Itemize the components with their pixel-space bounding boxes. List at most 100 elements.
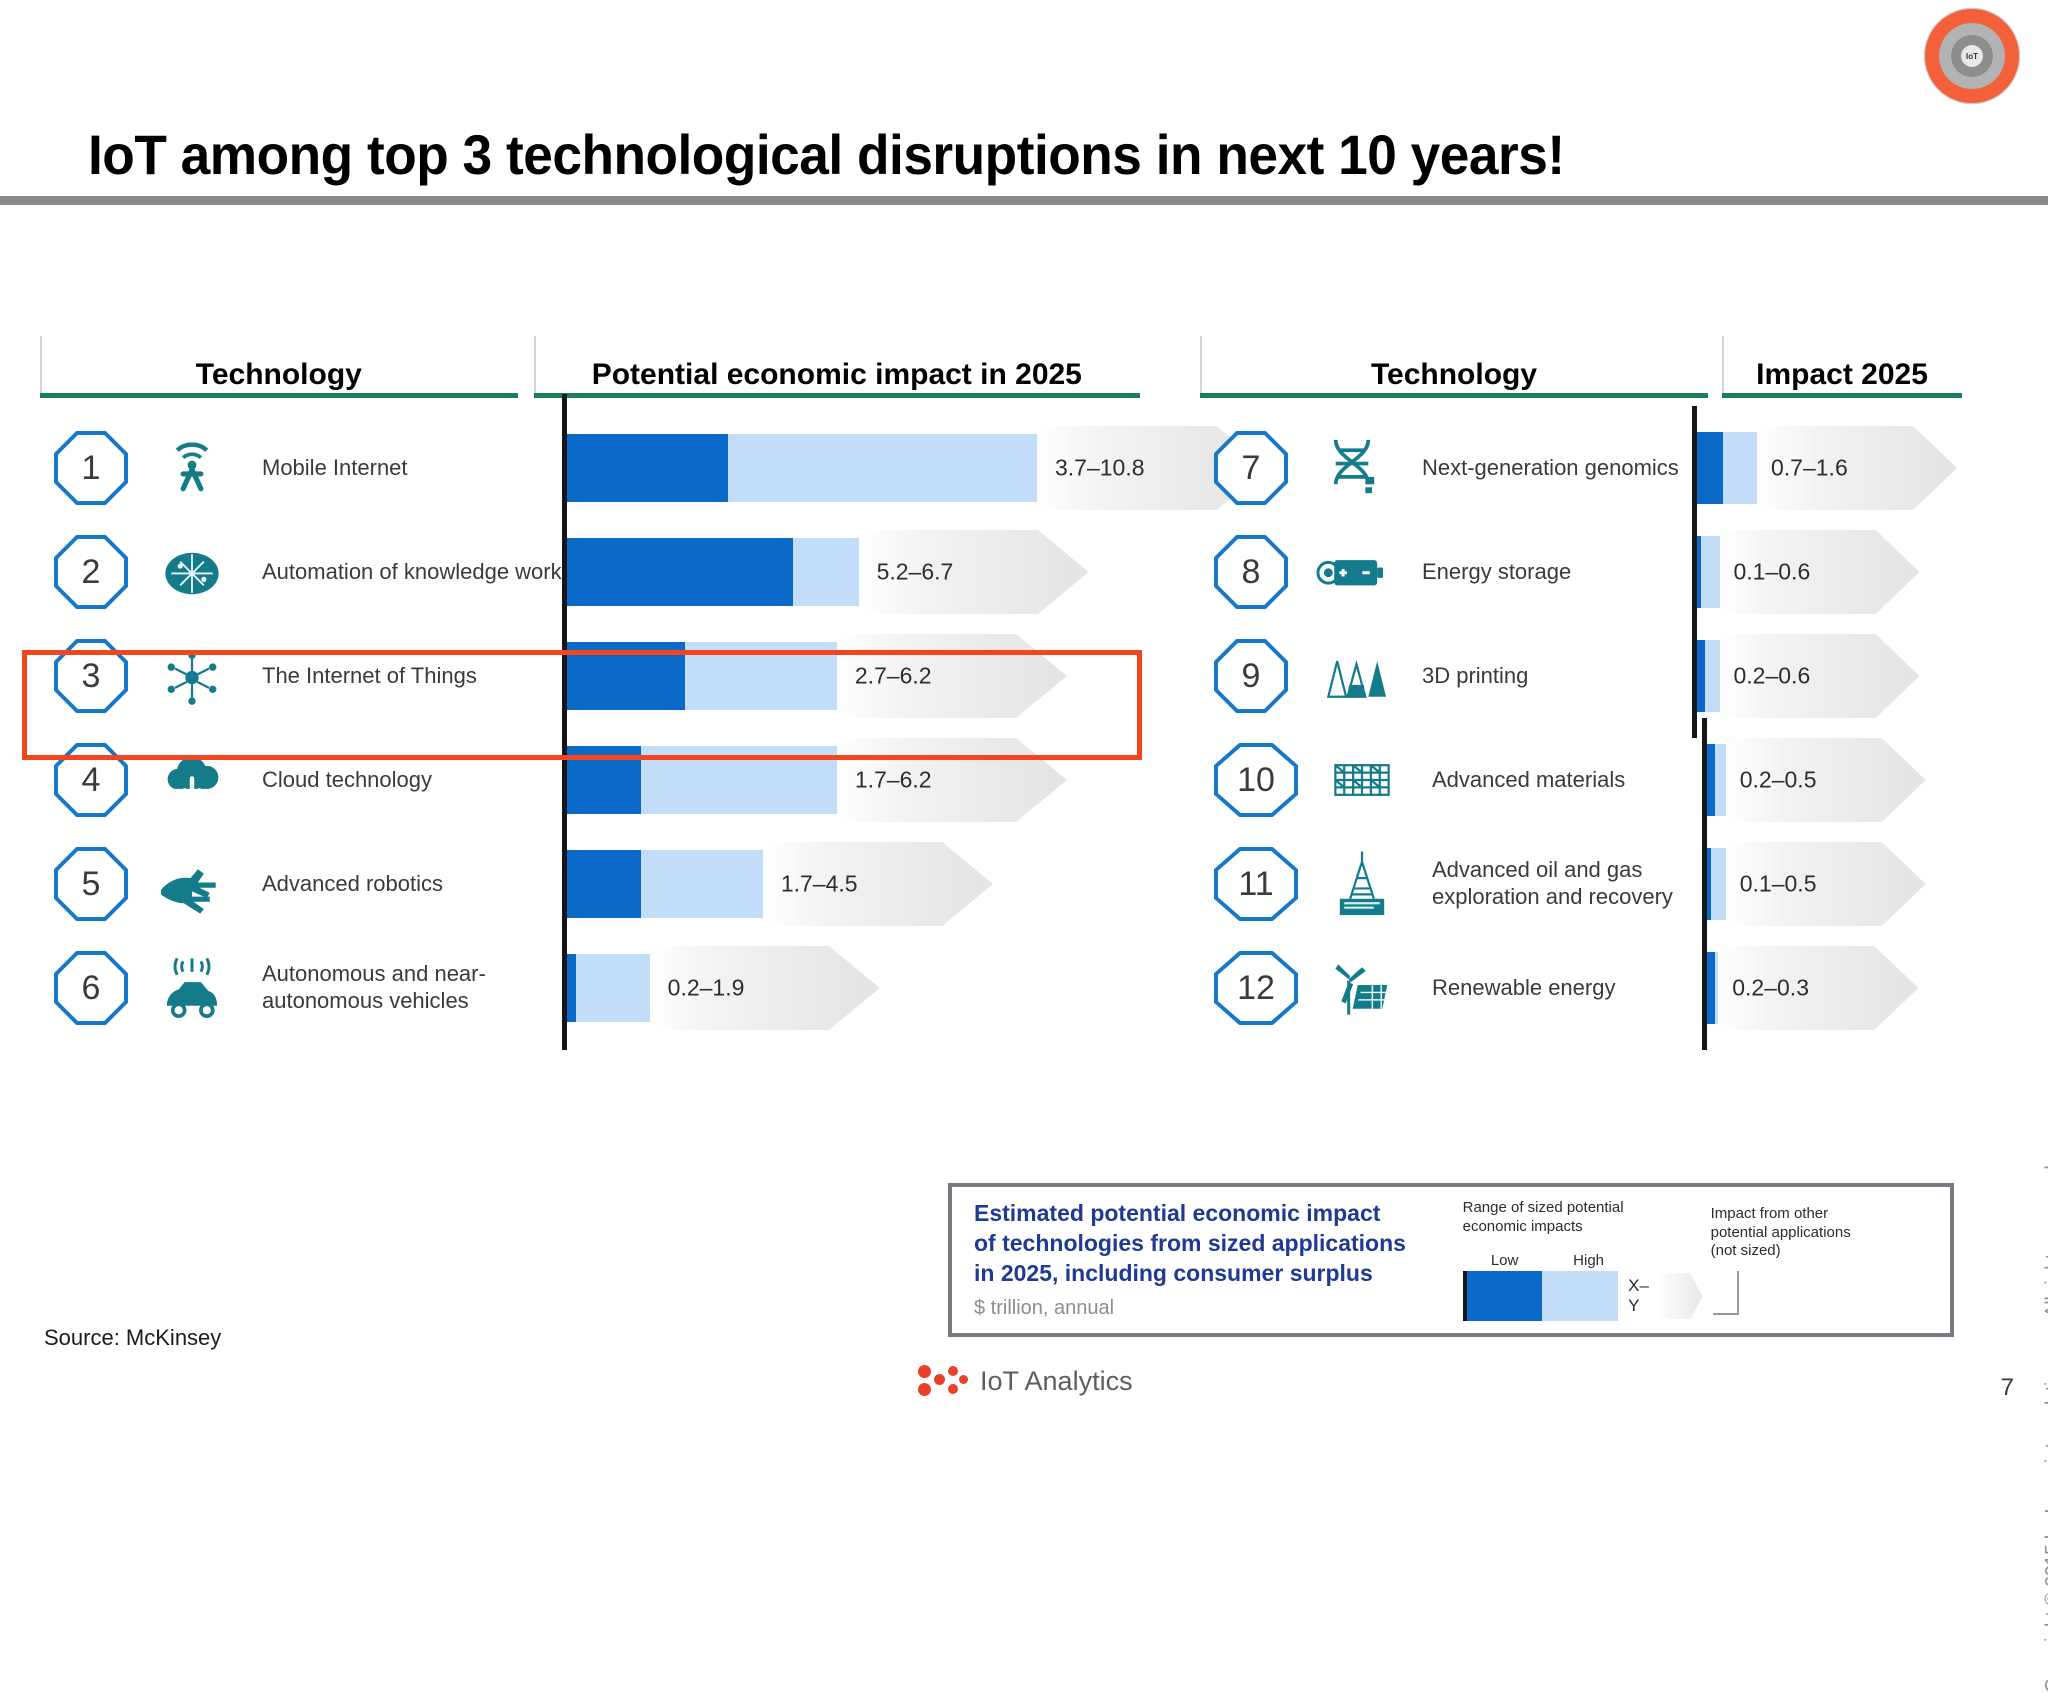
unsized-impact-arrow: [836, 634, 1067, 718]
left-panel-header: Technology Potential economic impact in …: [40, 336, 1141, 398]
unsized-impact-arrow: [858, 530, 1089, 614]
bar-segment-low: [1697, 640, 1705, 712]
legend-range-block: Range of sized potential economic impact…: [1462, 1198, 1703, 1322]
unsized-impact-arrow: [1725, 738, 1926, 822]
bar-segment-high: [1714, 952, 1719, 1024]
bar-area: 0.2–0.3: [1702, 926, 1942, 1050]
legend-lowhigh-labels: Low High: [1463, 1252, 1703, 1269]
table-row[interactable]: 5 Advanced robotics 1.7–4.5: [40, 822, 1140, 946]
chart-axis-line: [562, 614, 567, 738]
range-value-label: 5.2–6.7: [876, 558, 954, 585]
autonomous-vehicle-icon: [144, 948, 240, 1028]
legend-subtitle: $ trillion, annual: [974, 1296, 1115, 1319]
legend-title-line2: of technologies from sized applications: [974, 1230, 1406, 1257]
advanced-materials-icon: [1314, 740, 1410, 820]
rank-badge: 7: [1214, 431, 1288, 505]
table-row[interactable]: 1 Mobile Internet 3.7–10.8: [40, 394, 1267, 542]
logo-core: IoT: [1961, 45, 1983, 67]
header-impact-left: Potential economic impact in 2025: [533, 336, 1141, 398]
technology-label: Cloud technology: [262, 766, 433, 792]
bar-segment-high: [1700, 536, 1720, 608]
legend-arrow-icon: [1661, 1273, 1703, 1320]
bar-area: 1.7–4.5: [562, 822, 1140, 946]
range-bar: [567, 746, 837, 814]
page-number: 7: [2000, 1374, 2014, 1401]
table-row[interactable]: 9 3D printing 0.2–0.6: [1200, 614, 2000, 738]
table-row[interactable]: 8 Energy storage 0.1–0.6: [1200, 510, 2000, 634]
bar-area: 1.7–6.2: [562, 718, 1140, 842]
range-bar: [567, 954, 650, 1022]
bar-segment-high: [575, 954, 650, 1022]
range-value-label: 1.7–6.2: [854, 766, 932, 793]
bar-segment-high: [1714, 744, 1726, 816]
bar-segment-high: [640, 850, 763, 918]
table-row[interactable]: 11 Advanced oil and gas exploration and r…: [1200, 822, 2000, 946]
technology-label: 3D printing: [1422, 662, 1529, 688]
renewable-energy-icon: [1314, 948, 1410, 1028]
right-rows: 7 Next-generation genomics 0.7–1.6 8 Energy …: [1200, 406, 2000, 1050]
bar-segment-low: [1697, 432, 1724, 504]
range-value-label: 0.2–1.9: [667, 974, 745, 1001]
oil-rig-icon: [1314, 844, 1410, 924]
bar-segment-low: [567, 434, 729, 502]
bar-area: 0.7–1.6: [1692, 406, 1957, 530]
rank-number: 9: [1218, 643, 1284, 709]
range-bar: [567, 538, 859, 606]
legend-callout-line: [1712, 1271, 1739, 1316]
table-row[interactable]: 4 Cloud technology 1.7–6.2: [40, 718, 1140, 842]
unsized-impact-arrow: [762, 842, 993, 926]
rank-number: 4: [58, 747, 124, 813]
range-bar: [567, 642, 837, 710]
chart-axis-line: [1692, 510, 1697, 634]
range-value-label: 0.2–0.5: [1739, 766, 1817, 793]
technology-label: The Internet of Things: [262, 662, 477, 688]
range-value-label: 0.2–0.3: [1732, 974, 1809, 1001]
table-row[interactable]: 2 Automation of knowledge work 5.2–6.7: [40, 510, 1140, 634]
chart-axis-line: [1692, 406, 1697, 530]
bar-area: 0.2–1.9: [562, 926, 1140, 1050]
bar-area: 5.2–6.7: [562, 510, 1140, 634]
range-value-label: 0.2–0.6: [1733, 662, 1811, 689]
rank-badge: 8: [1214, 535, 1288, 609]
chart-legend: Estimated potential economic impact of t…: [948, 1183, 1954, 1337]
table-row[interactable]: 10 Advanced materials 0.2–0.5: [1200, 718, 2000, 842]
technology-label: Mobile Internet: [262, 454, 408, 480]
technology-label: Next-generation genomics: [1422, 454, 1679, 480]
bar-area: 0.2–0.5: [1702, 718, 1942, 842]
bar-area: 2.7–6.2: [562, 614, 1140, 738]
legend-range-caption-1: Range of sized potential: [1462, 1198, 1624, 1216]
bar-segment-low: [567, 746, 641, 814]
chart-axis-line: [1702, 926, 1707, 1050]
table-row[interactable]: 6 Autonomous and near-autonomous vehicles…: [40, 926, 1140, 1050]
bar-segment-high: [1704, 640, 1720, 712]
bar-area: 0.1–0.5: [1702, 822, 1942, 946]
table-row[interactable]: 3 The Internet of Things 2.7–6.2: [40, 614, 1140, 738]
unsized-impact-arrow: [1725, 842, 1926, 926]
source-note: Source: McKinsey: [44, 1325, 222, 1350]
rank-number: 11: [1218, 851, 1294, 917]
logo-ring-outer: IoT: [1939, 23, 2005, 89]
table-row[interactable]: 12 Renewable energy 0.2–0.3: [1200, 926, 2000, 1050]
range-bar: [1707, 744, 1726, 816]
range-bar: [1707, 952, 1719, 1024]
bar-segment-low: [567, 538, 794, 606]
bar-segment-low: [567, 954, 576, 1022]
range-bar: [1697, 640, 1720, 712]
battery-icon: [1304, 532, 1400, 612]
copyright-notice: Copyright © 2015 by Iwww.iot-analytics.c…: [2042, 1160, 2048, 1693]
rank-badge: 6: [54, 951, 128, 1025]
page-title: IoT among top 3 technological disruption…: [88, 123, 1565, 186]
legend-other-caption-3: (not sized): [1710, 1242, 1781, 1260]
technology-label: Advanced materials: [1432, 766, 1626, 792]
rank-number: 7: [1218, 435, 1284, 501]
rank-number: 3: [58, 643, 124, 709]
bar-segment-low: [1697, 536, 1701, 608]
iot-analytics-wordmark: IoT Analytics: [980, 1365, 1133, 1396]
bar-segment-low: [567, 642, 685, 710]
range-value-label: 2.7–6.2: [854, 662, 932, 689]
unsized-impact-arrow: [649, 946, 880, 1030]
legend-other-block: Impact from other potential applications…: [1710, 1205, 1928, 1316]
table-row[interactable]: 7 Next-generation genomics 0.7–1.6: [1200, 406, 2000, 530]
range-bar: [1697, 432, 1757, 504]
header-impact-right: Impact 2025: [1722, 336, 1962, 398]
